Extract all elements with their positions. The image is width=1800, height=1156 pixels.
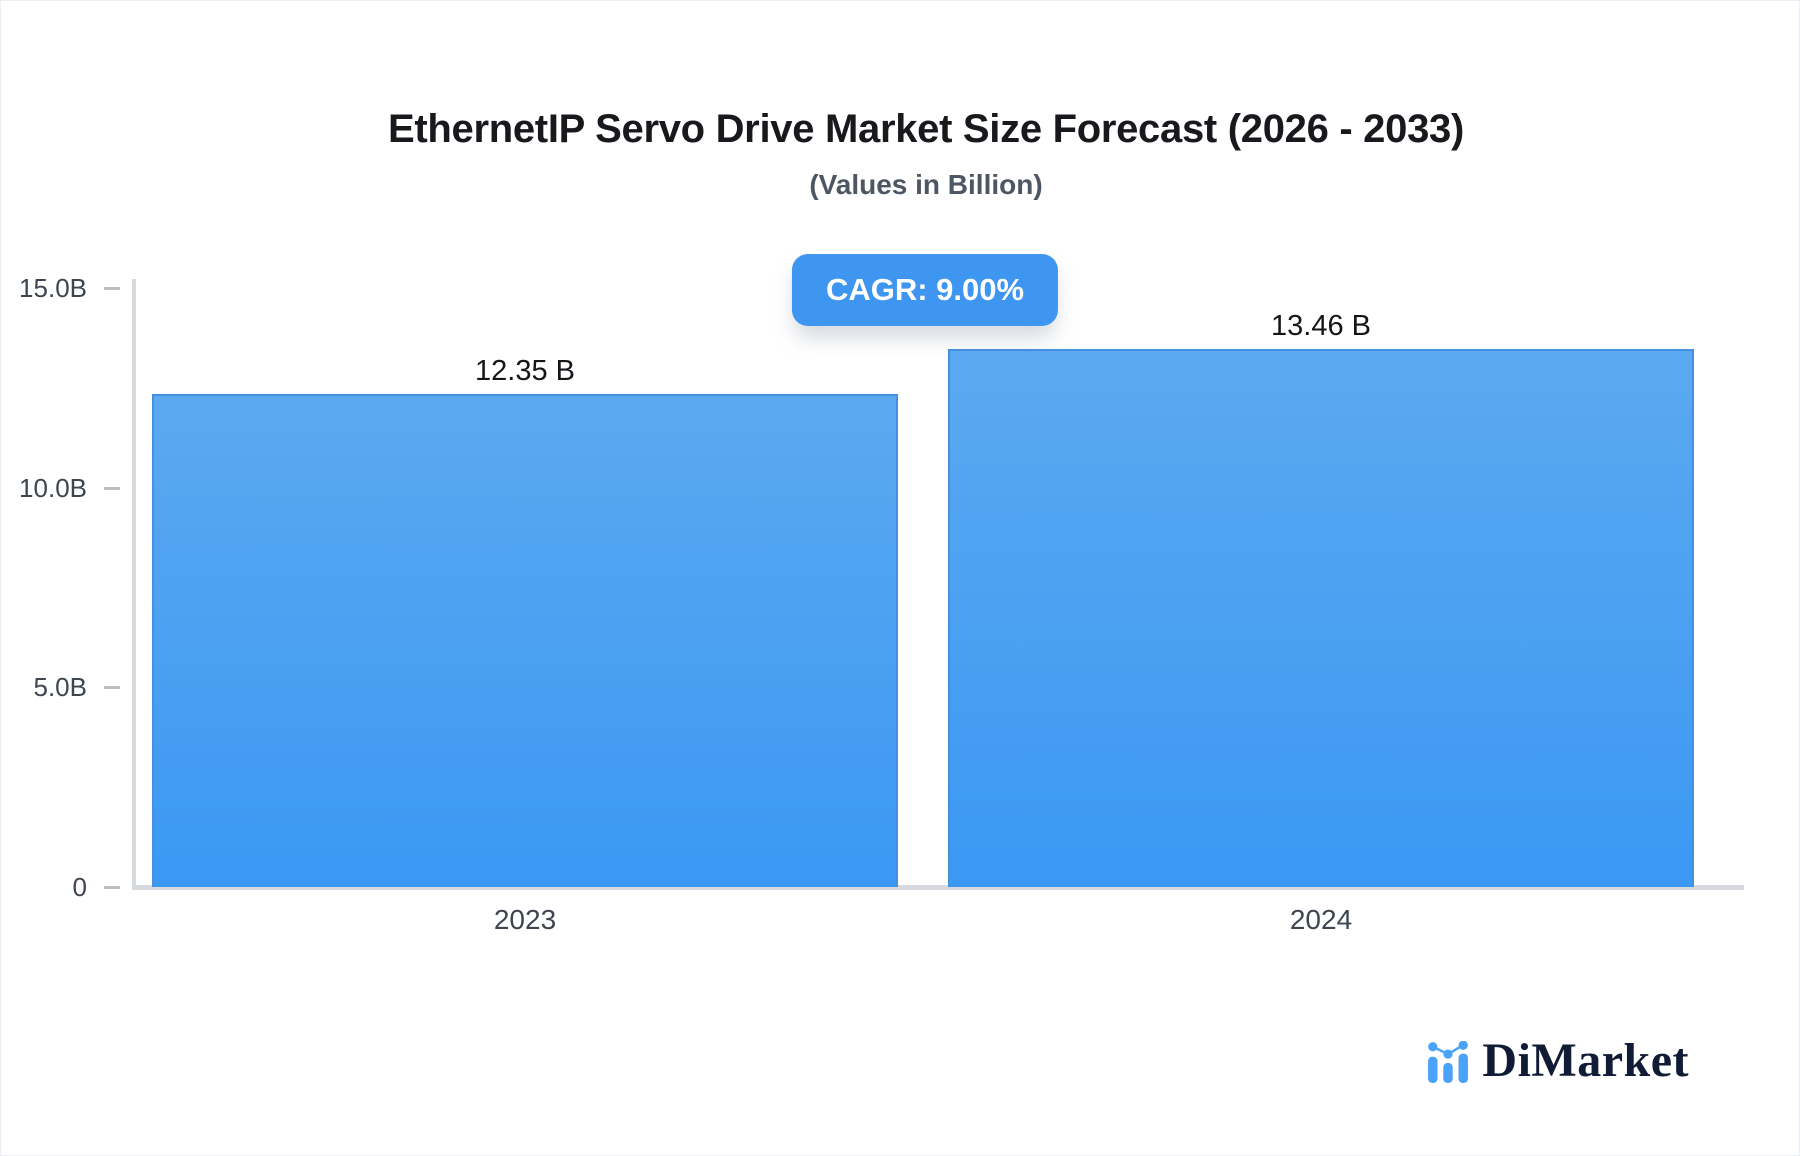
brand-name: DiMarket [1482, 1034, 1689, 1087]
y-tick-label-10.0B: 10.0B [19, 473, 87, 503]
x-axis-line [132, 885, 1744, 890]
chart-subtitle: (Values in Billion) [809, 169, 1043, 200]
value-label-2024: 13.46 B [1271, 310, 1371, 342]
value-label-2023: 12.35 B [475, 355, 575, 387]
y-axis-line [132, 279, 136, 890]
y-tick-label-15.0B: 15.0B [19, 273, 87, 303]
x-tick-label-2024: 2024 [1289, 904, 1353, 935]
y-tick-dash-10.0B [104, 487, 120, 490]
y-tick-dash-5.0B [104, 686, 120, 689]
x-tick-label-2023: 2023 [493, 904, 557, 935]
y-tick-dash-15.0B [104, 287, 120, 290]
y-tick-label-0: 0 [72, 872, 87, 902]
brand-logo: DiMarket [1427, 1034, 1689, 1087]
y-tick-dash-0 [104, 886, 120, 889]
brand-chart-icon [1428, 1041, 1469, 1083]
bar-2023[interactable] [152, 394, 898, 887]
y-tick-label-5.0B: 5.0B [33, 672, 88, 702]
bar-2024[interactable] [948, 349, 1694, 887]
chart-title: EthernetIP Servo Drive Market Size Forec… [387, 107, 1464, 151]
cagr-badge: CAGR: 9.00% [791, 254, 1059, 326]
